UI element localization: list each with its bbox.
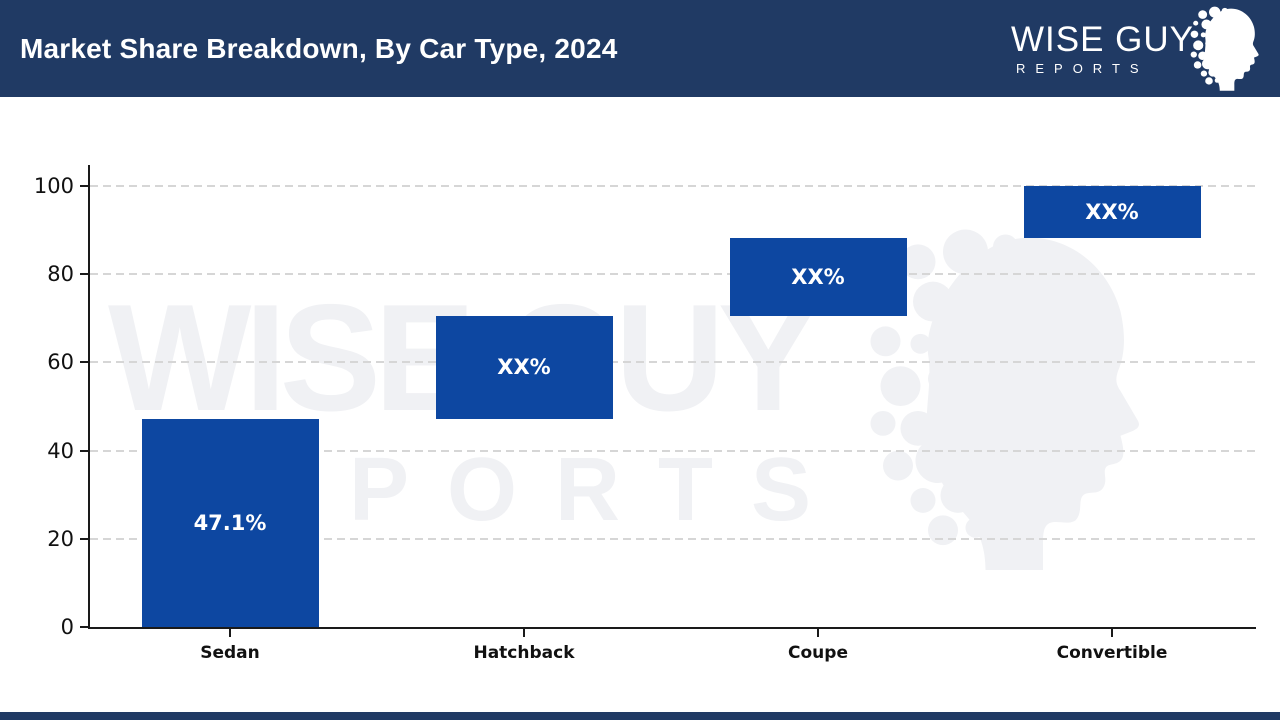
bar-value-label: XX% — [1085, 199, 1139, 224]
y-tick-20 — [80, 537, 88, 540]
bar-hatchback: XX% — [435, 315, 613, 420]
page-title: Market Share Breakdown, By Car Type, 202… — [20, 32, 618, 64]
y-axis-spine — [88, 165, 90, 628]
gridline-20 — [90, 537, 1256, 540]
brand-name: WISE GUY — [1010, 19, 1194, 59]
gridline-100 — [90, 184, 1256, 187]
brand-logo: WISE GUY REPORTS — [1011, 6, 1266, 92]
bar-sedan: 47.1% — [141, 419, 319, 627]
x-tick-label-coupe: Coupe — [788, 643, 848, 663]
brand-logo-text: WISE GUY REPORTS — [1011, 22, 1194, 76]
y-tick-label-80: 80 — [47, 262, 74, 287]
x-tick-convertible — [1111, 629, 1113, 637]
y-tick-60 — [80, 361, 88, 364]
y-tick-label-60: 60 — [47, 350, 74, 375]
waterfall-chart: WISE GUY REPORTS 0 20 40 60 80 100 47.1% Sedan X… — [0, 97, 1280, 712]
header: Market Share Breakdown, By Car Type, 202… — [0, 0, 1280, 97]
x-tick-coupe — [817, 629, 819, 637]
bar-value-label: XX% — [497, 355, 551, 380]
y-tick-100 — [80, 184, 88, 187]
bar-convertible: XX% — [1023, 185, 1201, 238]
watermark-head-icon — [868, 227, 1168, 575]
x-tick-hatchback — [523, 629, 525, 637]
x-tick-label-hatchback: Hatchback — [473, 643, 575, 663]
x-axis-spine — [88, 627, 1256, 629]
y-tick-label-0: 0 — [60, 615, 74, 639]
y-tick-0 — [80, 626, 88, 628]
footer-bar — [0, 712, 1280, 720]
bar-value-label: XX% — [791, 264, 845, 289]
brand-head-icon — [1190, 6, 1266, 92]
y-tick-label-40: 40 — [47, 438, 74, 463]
x-tick-label-sedan: Sedan — [200, 643, 260, 663]
gridline-40 — [90, 449, 1256, 452]
y-tick-label-100: 100 — [33, 173, 74, 198]
brand-subname: REPORTS — [1015, 60, 1149, 76]
y-tick-80 — [80, 273, 88, 276]
gridline-80 — [90, 273, 1256, 276]
bar-value-label: 47.1% — [193, 511, 267, 536]
y-tick-label-20: 20 — [47, 526, 74, 551]
gridline-60 — [90, 361, 1256, 364]
bar-coupe: XX% — [729, 237, 907, 316]
y-tick-40 — [80, 449, 88, 452]
x-tick-label-convertible: Convertible — [1056, 643, 1168, 663]
x-tick-sedan — [229, 629, 231, 637]
